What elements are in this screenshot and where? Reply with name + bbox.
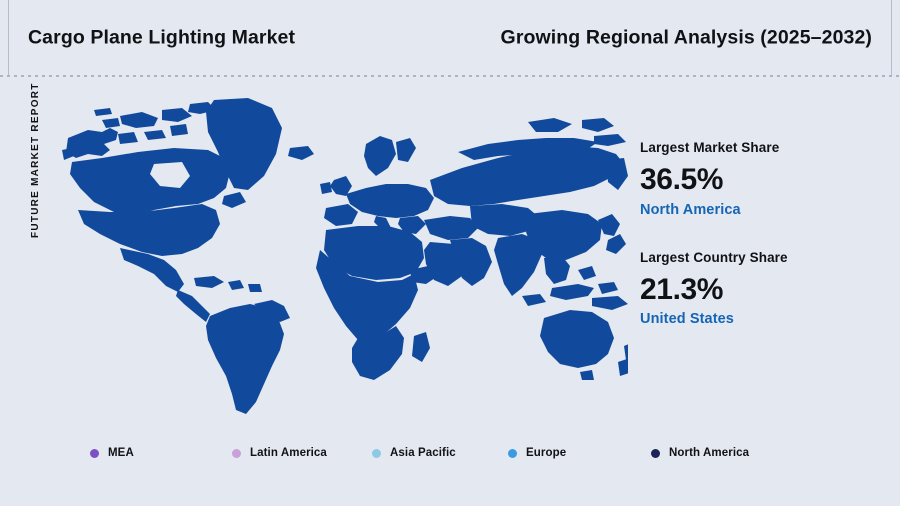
world-map — [58, 92, 628, 422]
stat-region: North America — [640, 201, 741, 218]
stat-value: 21.3% — [640, 272, 724, 306]
page-title: Cargo Plane Lighting Market — [28, 26, 296, 49]
stat-label: Largest Market Share — [640, 140, 780, 155]
legend-item-latin-america: Latin America — [232, 447, 327, 459]
legend-dot-icon — [508, 448, 517, 458]
stat-value: 36.5% — [640, 163, 724, 196]
world-map-landmasses — [62, 98, 628, 414]
legend-label: North America — [669, 447, 750, 459]
header-left-rule — [8, 0, 9, 75]
legend-dot-icon — [90, 448, 99, 458]
brand-label: FUTURE MARKET REPORT — [30, 82, 41, 238]
header-subtitle: Growing Regional Analysis (2025–2032) — [500, 26, 872, 49]
stat-block-country-share: Largest Country Share 21.3% United State… — [640, 250, 890, 328]
legend-dot-icon — [232, 448, 241, 458]
legend-label: Latin America — [250, 447, 327, 459]
map-legend: MEA Latin America Asia Pacific Europe No… — [90, 447, 810, 467]
header-right-rule — [891, 0, 892, 75]
legend-item-europe: Europe — [508, 447, 566, 459]
legend-label: Europe — [526, 447, 567, 459]
header-bar: Cargo Plane Lighting Market Growing Regi… — [0, 0, 900, 75]
legend-item-asia-pacific: Asia Pacific — [372, 447, 456, 459]
legend-label: MEA — [108, 447, 134, 459]
stat-label: Largest Country Share — [640, 249, 788, 265]
stat-block-market-share: Largest Market Share 36.5% North America — [640, 140, 890, 218]
legend-label: Asia Pacific — [390, 447, 456, 459]
stats-panel: Largest Market Share 36.5% North America… — [640, 140, 890, 359]
legend-dot-icon — [651, 448, 660, 458]
legend-item-mea: MEA — [90, 447, 134, 459]
header-divider — [0, 75, 900, 77]
legend-item-north-america: North America — [651, 447, 749, 459]
stat-region: United States — [640, 311, 734, 327]
legend-dot-icon — [372, 448, 381, 458]
